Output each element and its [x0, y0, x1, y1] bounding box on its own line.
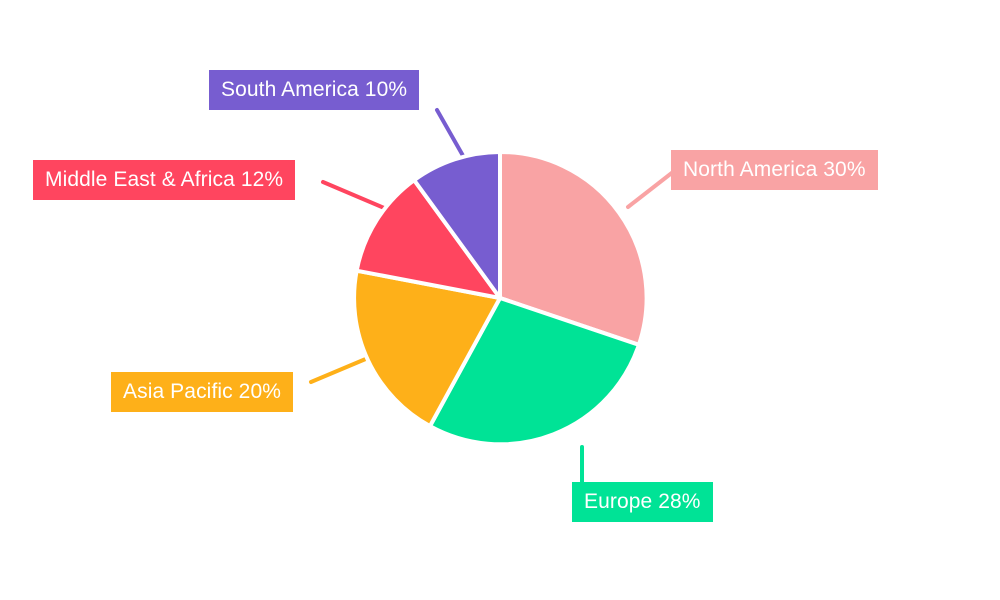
- data-label-north-america[interactable]: North America 30%: [671, 150, 878, 190]
- leader-line-south-america: [435, 108, 468, 163]
- data-label-europe[interactable]: Europe 28%: [572, 482, 713, 522]
- pie-slice-north-america[interactable]: [498, 149, 649, 347]
- pie-slice-south-america[interactable]: [412, 150, 502, 300]
- data-label-asia-pacific[interactable]: Asia Pacific 20%: [111, 372, 294, 412]
- pie-slice-asia-pacific[interactable]: [352, 268, 502, 429]
- leader-line-north-america: [626, 170, 675, 209]
- data-label-south-america[interactable]: South America 10%: [209, 70, 420, 110]
- data-label-middle-east-africa[interactable]: Middle East & Africa 12%: [33, 160, 296, 200]
- pie-slice-middle-east-africa[interactable]: [354, 178, 502, 300]
- leader-line-asia-pacific: [309, 356, 370, 384]
- pie-slices: [352, 149, 649, 447]
